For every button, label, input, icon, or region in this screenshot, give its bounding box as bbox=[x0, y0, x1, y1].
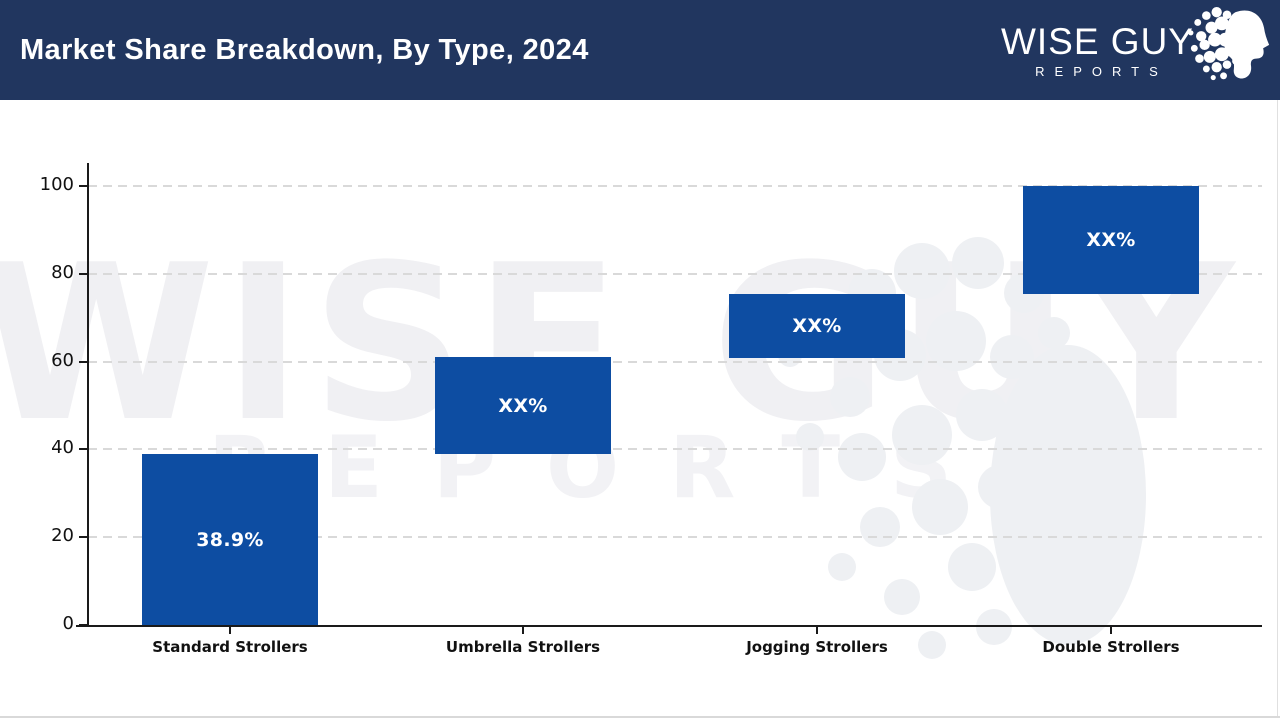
x-axis-line bbox=[76, 625, 1262, 627]
bar-standard-strollers: 38.9% bbox=[142, 454, 318, 625]
chart-area: WISE GUY REPORTS 0 20 40 60 80 100 38.9% XX% XX… bbox=[0, 100, 1280, 716]
bar-value-label-jogging-strollers: XX% bbox=[792, 315, 842, 337]
x-tick-mark-jogging-strollers bbox=[816, 627, 818, 634]
watermark-head-dots bbox=[778, 237, 1146, 659]
page-title: Market Share Breakdown, By Type, 2024 bbox=[20, 34, 589, 66]
x-tick-label-standard-strollers: Standard Strollers bbox=[152, 638, 308, 656]
x-tick-mark-umbrella-strollers bbox=[522, 627, 524, 634]
y-tick-label-60: 60 bbox=[51, 350, 74, 371]
y-axis-line bbox=[87, 163, 89, 627]
gridline-80 bbox=[88, 273, 1262, 275]
wiseguy-face-icon bbox=[1188, 7, 1270, 81]
bar-umbrella-strollers: XX% bbox=[435, 357, 611, 454]
y-tick-label-20: 20 bbox=[51, 525, 74, 546]
bar-value-label-double-strollers: XX% bbox=[1086, 229, 1136, 251]
bar-value-label-umbrella-strollers: XX% bbox=[498, 394, 548, 417]
brand-logo: WISE GUY REPORTS bbox=[1001, 4, 1270, 96]
x-tick-mark-double-strollers bbox=[1110, 627, 1112, 634]
y-tick-mark-40 bbox=[79, 448, 87, 450]
x-tick-label-jogging-strollers: Jogging Strollers bbox=[746, 638, 888, 656]
y-tick-mark-100 bbox=[79, 185, 87, 187]
y-tick-mark-0 bbox=[79, 624, 87, 626]
gridline-40 bbox=[88, 448, 1262, 450]
x-tick-label-double-strollers: Double Strollers bbox=[1042, 638, 1180, 656]
y-tick-mark-60 bbox=[79, 361, 87, 363]
gridline-20 bbox=[88, 536, 1262, 538]
bar-double-strollers: XX% bbox=[1023, 186, 1199, 294]
bar-jogging-strollers: XX% bbox=[729, 294, 905, 358]
brand-subname: REPORTS bbox=[1035, 63, 1168, 79]
y-tick-label-100: 100 bbox=[39, 174, 74, 195]
gridline-60 bbox=[88, 361, 1262, 363]
gridline-100 bbox=[88, 185, 1262, 187]
x-tick-label-umbrella-strollers: Umbrella Strollers bbox=[445, 638, 601, 656]
brand-logo-text: WISE GUY REPORTS bbox=[1000, 20, 1194, 79]
header: Market Share Breakdown, By Type, 2024 WI… bbox=[0, 0, 1280, 100]
x-tick-mark-standard-strollers bbox=[229, 627, 231, 634]
frame-bottom-edge bbox=[0, 716, 1280, 718]
frame-right-edge bbox=[1277, 100, 1278, 716]
brand-name: WISE GUY bbox=[1000, 20, 1194, 62]
y-tick-label-40: 40 bbox=[51, 437, 74, 458]
bar-value-label-standard-strollers: 38.9% bbox=[196, 528, 264, 551]
y-tick-label-0: 0 bbox=[62, 613, 74, 634]
y-tick-mark-80 bbox=[79, 273, 87, 275]
y-tick-mark-20 bbox=[79, 536, 87, 538]
y-tick-label-80: 80 bbox=[51, 262, 74, 283]
